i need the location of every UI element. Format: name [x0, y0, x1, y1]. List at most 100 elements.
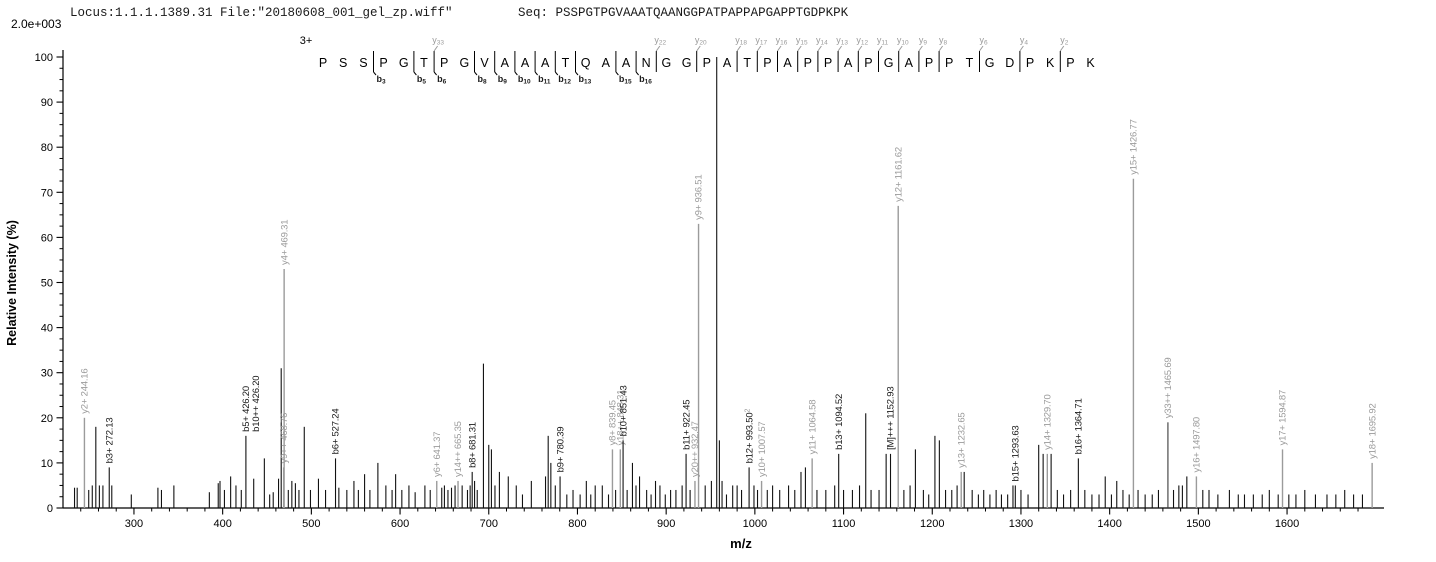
sequence-residue: A — [844, 56, 853, 70]
y-tick-label: 10 — [41, 458, 53, 470]
sequence-residue: S — [339, 56, 347, 70]
y-ion-label: y12 — [856, 35, 868, 47]
b-ion-tick — [615, 71, 619, 76]
y-tick-label: 100 — [35, 52, 53, 64]
sequence-residue: G — [884, 56, 894, 70]
locus-file-header: Locus:1.1.1.1389.31 File:"20180608_001_g… — [70, 6, 453, 20]
sequence-residue: N — [642, 56, 651, 70]
peak-label: y17+ 1594.87 — [1278, 390, 1289, 445]
sequence-residue: A — [622, 56, 631, 70]
y-ion-tick — [878, 45, 883, 52]
b-ion-tick — [433, 71, 437, 76]
y-ion-tick — [777, 45, 782, 52]
y-tick-label: 90 — [41, 97, 53, 109]
seq-label: Seq: — [518, 6, 549, 20]
b-ion-tick — [554, 71, 559, 76]
b-ion-tick — [474, 71, 478, 76]
y-ion-label: y2 — [1060, 35, 1069, 47]
sequence-residue: P — [864, 56, 872, 70]
y-ion-label: y10 — [897, 35, 909, 47]
sequence-residue: Q — [581, 56, 591, 70]
b-ion-label: b11 — [538, 74, 551, 86]
y-ion-tick — [1019, 45, 1024, 52]
x-tick-label: 700 — [480, 518, 498, 530]
y-tick-label: 40 — [41, 323, 53, 335]
x-tick-label: 300 — [125, 518, 143, 530]
y-ion-label: y14 — [816, 35, 828, 47]
x-tick-label: 500 — [302, 518, 320, 530]
sequence-residue: P — [925, 56, 933, 70]
peak-label: y6+ 641.37 — [432, 432, 443, 477]
b-ion-label: b9 — [498, 74, 508, 86]
b-ion-tick — [413, 71, 417, 76]
peak-label: y14+ 1329.70 — [1043, 394, 1054, 449]
sequence-residue: T — [420, 56, 428, 70]
sequence-residue: P — [379, 56, 387, 70]
y-axis-title: Relative Intensity (%) — [5, 220, 19, 346]
sequence-residue: P — [319, 56, 327, 70]
peak-label: b8+ 681.31 — [467, 422, 478, 468]
y-ion-tick — [433, 45, 439, 52]
sequence-residue: P — [1026, 56, 1034, 70]
sequence-residue: P — [703, 56, 711, 70]
peak-label: y33++ 1465.69 — [1163, 358, 1174, 419]
b-ion-label: b16 — [639, 74, 652, 86]
peak-label: b5+ 426.20 — [241, 386, 252, 432]
sequence-residue: G — [662, 56, 672, 70]
y-ion-tick — [918, 45, 923, 52]
x-tick-label: 1500 — [1186, 518, 1210, 530]
y-ion-label: y6 — [979, 35, 988, 47]
peak-label: b9+ 780.39 — [555, 427, 566, 473]
peak-label: b6+ 527.24 — [331, 409, 342, 455]
precursor-charge-label: 3+ — [300, 35, 313, 47]
peak-label: y2+ 244.16 — [80, 369, 91, 414]
x-tick-label: 1600 — [1275, 518, 1299, 530]
y-tick-label: 20 — [41, 413, 53, 425]
sequence-residue: A — [602, 56, 611, 70]
sequence-residue: P — [440, 56, 448, 70]
x-tick-label: 900 — [657, 518, 675, 530]
peak-label: b3+ 272.13 — [104, 418, 115, 464]
y-ion-label: y22 — [654, 35, 666, 47]
b-ion-tick — [575, 71, 579, 76]
y-tick-label: 50 — [41, 278, 53, 290]
y-ion-tick — [837, 45, 843, 52]
peak-label: b12+ 993.502 — [744, 409, 755, 464]
sequence-residue: T — [743, 56, 751, 70]
sequence-residue: G — [399, 56, 409, 70]
y-ion-tick — [898, 45, 903, 52]
sequence-residue: P — [1066, 56, 1074, 70]
b-ion-tick — [635, 71, 639, 76]
sequence-residue: P — [945, 56, 953, 70]
b-ion-label: b8 — [478, 74, 488, 86]
b-ion-label: b15 — [619, 74, 632, 86]
b-ion-label: b6 — [437, 74, 447, 86]
sequence-residue: A — [723, 56, 732, 70]
y-ion-tick — [979, 45, 984, 52]
y-ion-label: y20 — [695, 35, 707, 47]
y-ion-tick — [817, 45, 822, 52]
sequence-residue: D — [1005, 56, 1014, 70]
peak-label: b11+ 922.45 — [681, 400, 692, 450]
y-ion-tick — [655, 45, 661, 52]
y-ion-tick — [857, 45, 863, 52]
y-ion-tick — [1059, 45, 1065, 52]
b-ion-label: b13 — [579, 74, 592, 86]
y-ion-label: y33 — [432, 35, 444, 47]
y-ion-label: y16 — [776, 35, 788, 47]
sequence-header: Seq: PSSPGTPGVAAATQAANGGPATPAPPAPGAPPTGD… — [518, 6, 848, 20]
peak-label: y14++ 665.35 — [453, 421, 464, 477]
peak-label: y8+ 839.45 — [608, 400, 619, 445]
peak-label: y18+ 1695.92 — [1367, 403, 1378, 458]
sequence-residue: A — [905, 56, 914, 70]
sequence-residue: V — [480, 56, 489, 70]
sequence-residue: P — [804, 56, 812, 70]
sequence-residue: K — [1046, 56, 1055, 70]
b-ion-label: b12 — [558, 74, 571, 86]
sequence-residue: A — [541, 56, 550, 70]
sequence-residue: K — [1086, 56, 1095, 70]
y-ion-tick — [736, 45, 742, 52]
peak-label: y15+ 1426.77 — [1129, 119, 1140, 174]
